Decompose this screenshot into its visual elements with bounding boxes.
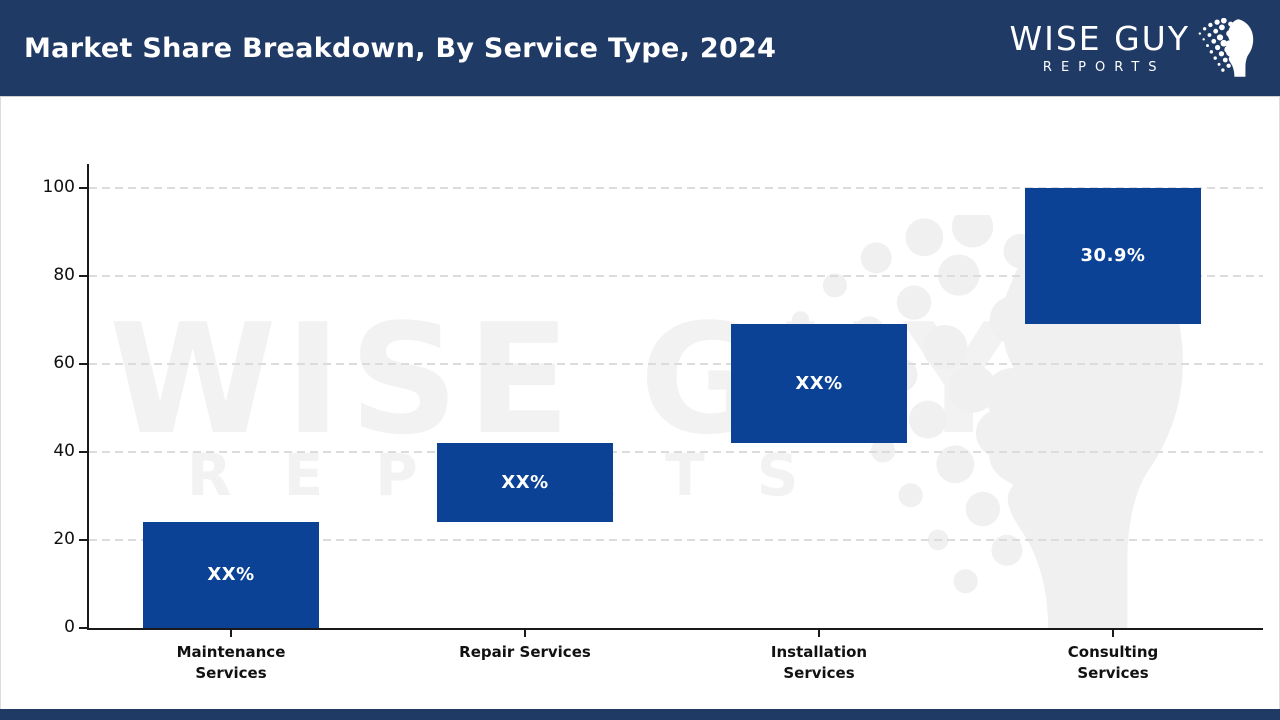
bar-installation-services: XX% xyxy=(731,323,907,443)
y-tick-mark xyxy=(79,539,87,541)
y-tick-mark xyxy=(79,187,87,189)
y-tick-label: 20 xyxy=(53,529,75,549)
header-bar: Market Share Breakdown, By Service Type,… xyxy=(0,0,1280,96)
bar-maintenance-services: XX% xyxy=(143,521,319,628)
y-tick-label: 80 xyxy=(53,265,75,285)
y-tick-label: 60 xyxy=(53,353,75,373)
chart-area: WISE GUY REPORTS 020406080100XX%Maintena… xyxy=(0,96,1280,709)
bar-value-label: XX% xyxy=(501,471,549,493)
waterfall-chart: 0 20 40 60 80 100 XX% Maintenance Services XX% Re… xyxy=(1,97,1279,709)
y-gridline xyxy=(89,187,1263,189)
x-category-label: Consulting Services xyxy=(1067,643,1159,682)
y-tick-label: 100 xyxy=(42,177,75,197)
y-tick-mark xyxy=(79,627,87,629)
footer-bar xyxy=(0,709,1280,720)
wiseguy-logo: WISE GUY REPORTS xyxy=(1009,18,1256,78)
y-tick-mark xyxy=(79,275,87,277)
x-tick-mark xyxy=(230,630,232,637)
x-axis-line xyxy=(87,628,1263,630)
y-gridline xyxy=(89,363,1263,365)
bar-value-label: XX% xyxy=(795,372,843,394)
wiseguy-logo-text: WISE GUY REPORTS xyxy=(1009,22,1190,75)
x-category-label: Repair Services xyxy=(459,643,591,661)
bar-consulting-services: 30.9% xyxy=(1025,188,1201,324)
logo-name: WISE GUY xyxy=(1009,18,1190,58)
bar-repair-services: XX% xyxy=(437,442,613,522)
y-tick-label: 40 xyxy=(53,441,75,461)
y-axis-line xyxy=(87,164,89,630)
y-gridline xyxy=(89,451,1263,453)
x-tick-mark xyxy=(818,630,820,637)
y-gridline xyxy=(89,275,1263,277)
x-tick-mark xyxy=(1112,630,1114,637)
y-gridline xyxy=(89,539,1263,541)
y-tick-mark xyxy=(79,451,87,453)
y-tick-mark xyxy=(79,363,87,365)
y-tick-label: 0 xyxy=(64,617,75,637)
logo-tagline: REPORTS xyxy=(1042,59,1166,75)
x-category-label: Installation Services xyxy=(770,643,868,682)
x-category-label: Maintenance Services xyxy=(176,643,286,682)
bar-value-label: 30.9% xyxy=(1080,245,1146,267)
page-title: Market Share Breakdown, By Service Type,… xyxy=(24,32,777,64)
bar-value-label: XX% xyxy=(207,564,255,586)
wiseguy-face-icon xyxy=(1198,18,1254,77)
x-tick-mark xyxy=(524,630,526,637)
